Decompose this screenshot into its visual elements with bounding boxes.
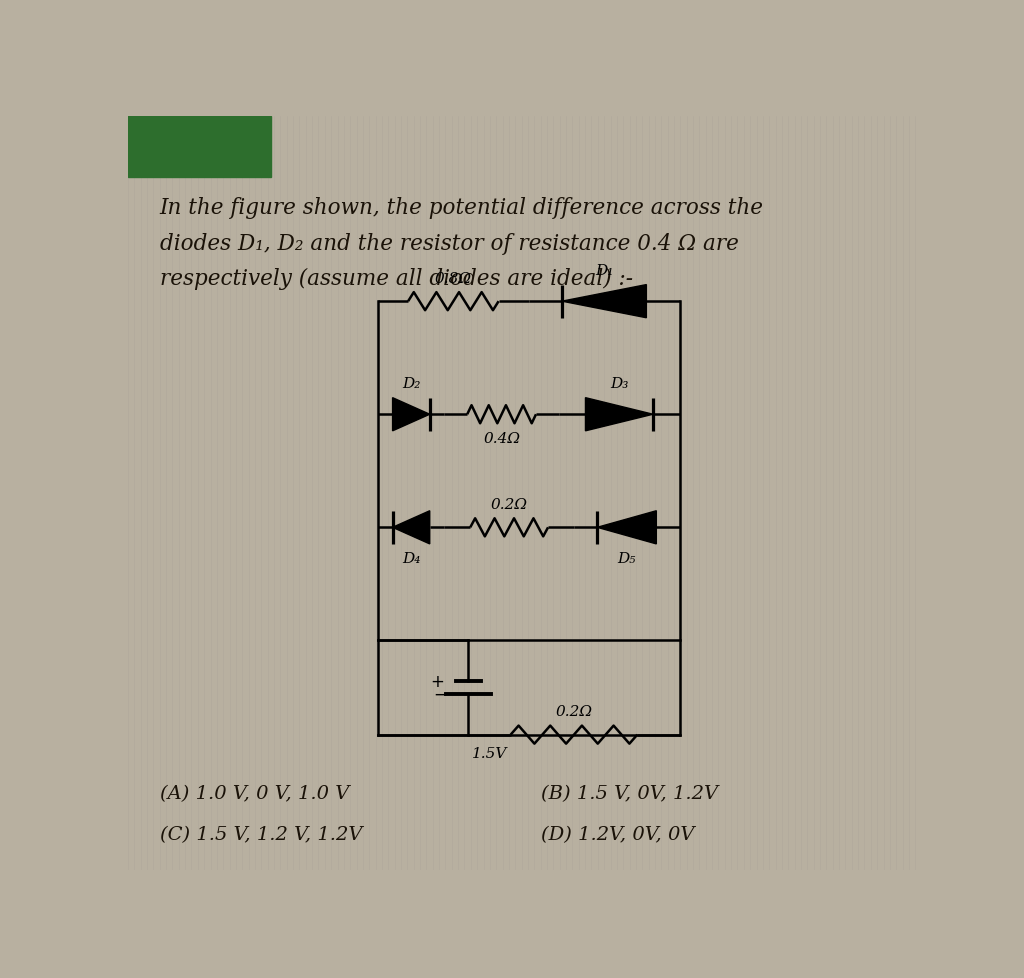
Polygon shape bbox=[562, 286, 646, 319]
Text: (A) 1.0 V, 0 V, 1.0 V: (A) 1.0 V, 0 V, 1.0 V bbox=[160, 783, 349, 802]
Text: 0.4Ω: 0.4Ω bbox=[483, 431, 520, 445]
Text: (D) 1.2V, 0V, 0V: (D) 1.2V, 0V, 0V bbox=[541, 825, 694, 843]
Text: 0.2Ω: 0.2Ω bbox=[555, 704, 593, 718]
Text: 0.8Ω: 0.8Ω bbox=[435, 271, 472, 286]
Text: 0.2Ω: 0.2Ω bbox=[490, 497, 527, 511]
Text: −: − bbox=[433, 685, 446, 703]
Text: D₄: D₄ bbox=[402, 552, 420, 566]
Polygon shape bbox=[392, 511, 430, 545]
Text: D₅: D₅ bbox=[617, 552, 636, 566]
Polygon shape bbox=[586, 398, 653, 431]
Text: respectively (assume all diodes are ideal) :-: respectively (assume all diodes are idea… bbox=[160, 268, 633, 290]
Bar bbox=[128, 117, 270, 178]
Text: (C) 1.5 V, 1.2 V, 1.2V: (C) 1.5 V, 1.2 V, 1.2V bbox=[160, 825, 362, 843]
Text: +: + bbox=[430, 673, 443, 690]
Text: (B) 1.5 V, 0V, 1.2V: (B) 1.5 V, 0V, 1.2V bbox=[541, 783, 718, 802]
Text: In the figure shown, the potential difference across the: In the figure shown, the potential diffe… bbox=[160, 197, 764, 218]
Text: D₁: D₁ bbox=[595, 264, 613, 278]
Text: D₃: D₃ bbox=[610, 377, 629, 391]
Text: 1.5V: 1.5V bbox=[472, 746, 508, 760]
Polygon shape bbox=[597, 511, 656, 545]
Polygon shape bbox=[392, 398, 430, 431]
Text: D₂: D₂ bbox=[402, 377, 420, 391]
Text: diodes D₁, D₂ and the resistor of resistance 0.4 Ω are: diodes D₁, D₂ and the resistor of resist… bbox=[160, 233, 738, 254]
